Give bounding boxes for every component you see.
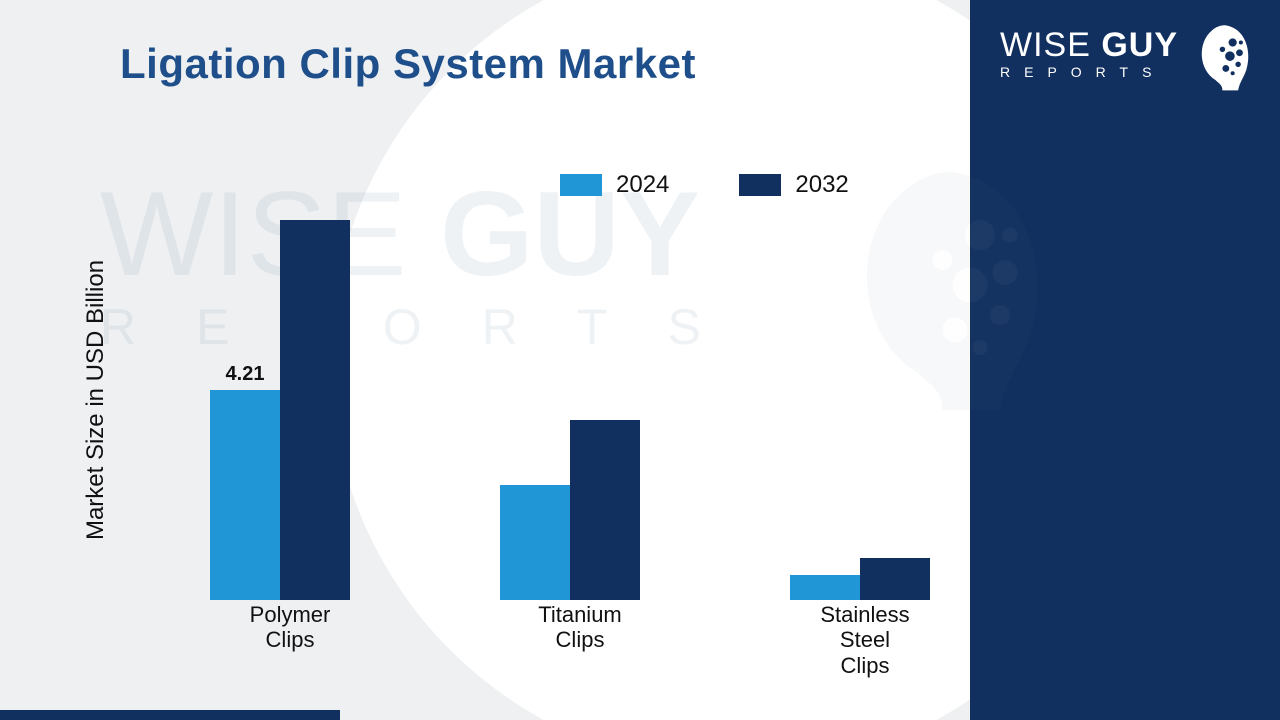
y-axis-label: Market Size in USD Billion [82, 200, 110, 600]
x-category-label: StainlessSteelClips [780, 602, 950, 678]
bar-2024 [500, 485, 570, 600]
bar-2024 [210, 390, 280, 601]
bar-2024 [790, 575, 860, 600]
bar-2032 [280, 220, 350, 600]
chart-area: Market Size in USD Billion 4.21 PolymerC… [60, 170, 960, 680]
logo-word-a: WISE [1000, 26, 1091, 64]
bar-2032 [860, 558, 930, 601]
x-category-label: TitaniumClips [495, 602, 665, 653]
x-category-label: PolymerClips [205, 602, 375, 653]
bar-group [790, 200, 950, 600]
chart-title: Ligation Clip System Market [120, 40, 696, 88]
bar-group [500, 200, 660, 600]
bar-2032 [570, 420, 640, 600]
chart-canvas: Ligation Clip System Market WISE GUY REP… [0, 0, 1280, 720]
x-axis-labels: PolymerClipsTitaniumClipsStainlessSteelC… [150, 602, 960, 672]
bar-group: 4.21 [210, 200, 370, 600]
logo-word-b: GUY [1101, 26, 1178, 64]
plot-area: 4.21 [150, 200, 960, 600]
decor-bottom-bar [0, 710, 340, 720]
bar-value-label: 4.21 [210, 363, 280, 386]
brand-logo: WISE GUY REPORTS [1000, 28, 1250, 106]
logo-head-icon [1184, 22, 1254, 104]
side-panel [970, 0, 1280, 720]
